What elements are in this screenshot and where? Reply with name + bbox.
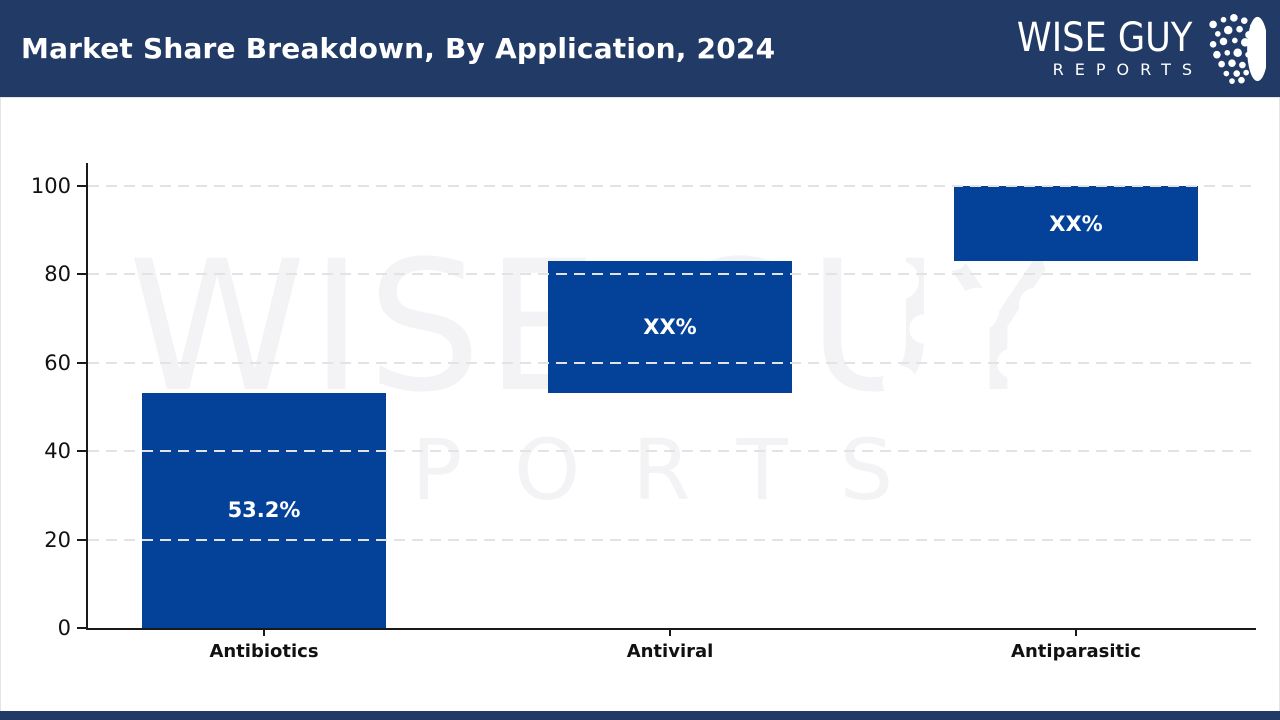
bar-antiparasitic: XX% [954,186,1198,262]
y-tick-mark [77,361,86,364]
gridline-20 [88,538,1252,541]
y-tick-label: 60 [44,350,71,375]
bar-antiviral: XX% [548,261,792,393]
x-tick-mark [1075,630,1077,636]
y-tick-mark [77,450,86,453]
bar-antibiotics: 53.2% [142,392,386,628]
brand-logo: WISE GUY REPORTS [993,11,1280,87]
x-axis-line [86,628,1256,630]
x-tick-mark [669,630,671,636]
logo-wiseguy-label: WISE GUY [1016,15,1192,61]
gridline-60 [88,361,1252,364]
y-tick-mark [77,538,86,541]
logo-reports-label: REPORTS [1052,60,1203,79]
y-tick-mark [77,185,86,187]
plot-area: 0 20 40 60 80 100 53.2% Antibiotics XX% Antiviral… [31,163,1256,662]
gridline-40 [88,450,1252,453]
category-label: Antibiotics [209,641,319,662]
logo-wordmark: WISE GUY REPORTS [993,18,1192,79]
y-tick-mark [77,273,86,276]
gridline-80 [88,273,1252,276]
y-tick-label: 100 [30,174,71,198]
y-tick-label: 0 [57,616,71,640]
y-tick-mark [77,627,86,629]
bar-value-label: XX% [643,314,697,339]
category-label: Antiparasitic [1011,641,1141,662]
gridline-100 [88,185,1252,187]
category-label: Antiviral [626,641,714,662]
y-tick-label: 80 [44,262,71,287]
footer-bar [0,711,1280,720]
page-title: Market Share Breakdown, By Application, … [21,32,776,65]
dotted-face-icon [1209,13,1266,84]
y-tick-label: 40 [44,439,71,464]
y-axis-line [86,163,88,630]
x-tick-mark [263,630,265,636]
bar-value-label: 53.2% [227,498,301,523]
y-tick-label: 20 [44,527,71,552]
bar-value-label: XX% [1049,211,1103,236]
header: Market Share Breakdown, By Application, … [0,0,1280,97]
